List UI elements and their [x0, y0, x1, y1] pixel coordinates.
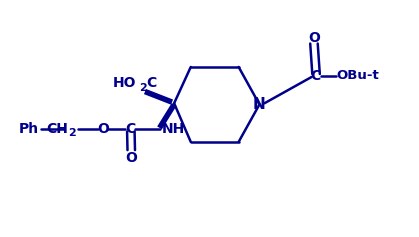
Text: O: O	[308, 31, 321, 45]
Text: O: O	[125, 151, 137, 165]
Text: NH: NH	[162, 122, 185, 136]
Text: 2: 2	[68, 128, 76, 138]
Text: C: C	[125, 122, 135, 136]
Text: OBu-t: OBu-t	[336, 69, 379, 82]
Text: 2: 2	[139, 83, 147, 93]
Text: Ph: Ph	[19, 122, 39, 136]
Text: C: C	[310, 69, 321, 83]
Text: C: C	[146, 76, 156, 90]
Text: HO: HO	[113, 76, 137, 90]
Text: CH: CH	[46, 122, 68, 136]
Text: O: O	[98, 122, 109, 136]
Text: N: N	[253, 97, 266, 112]
